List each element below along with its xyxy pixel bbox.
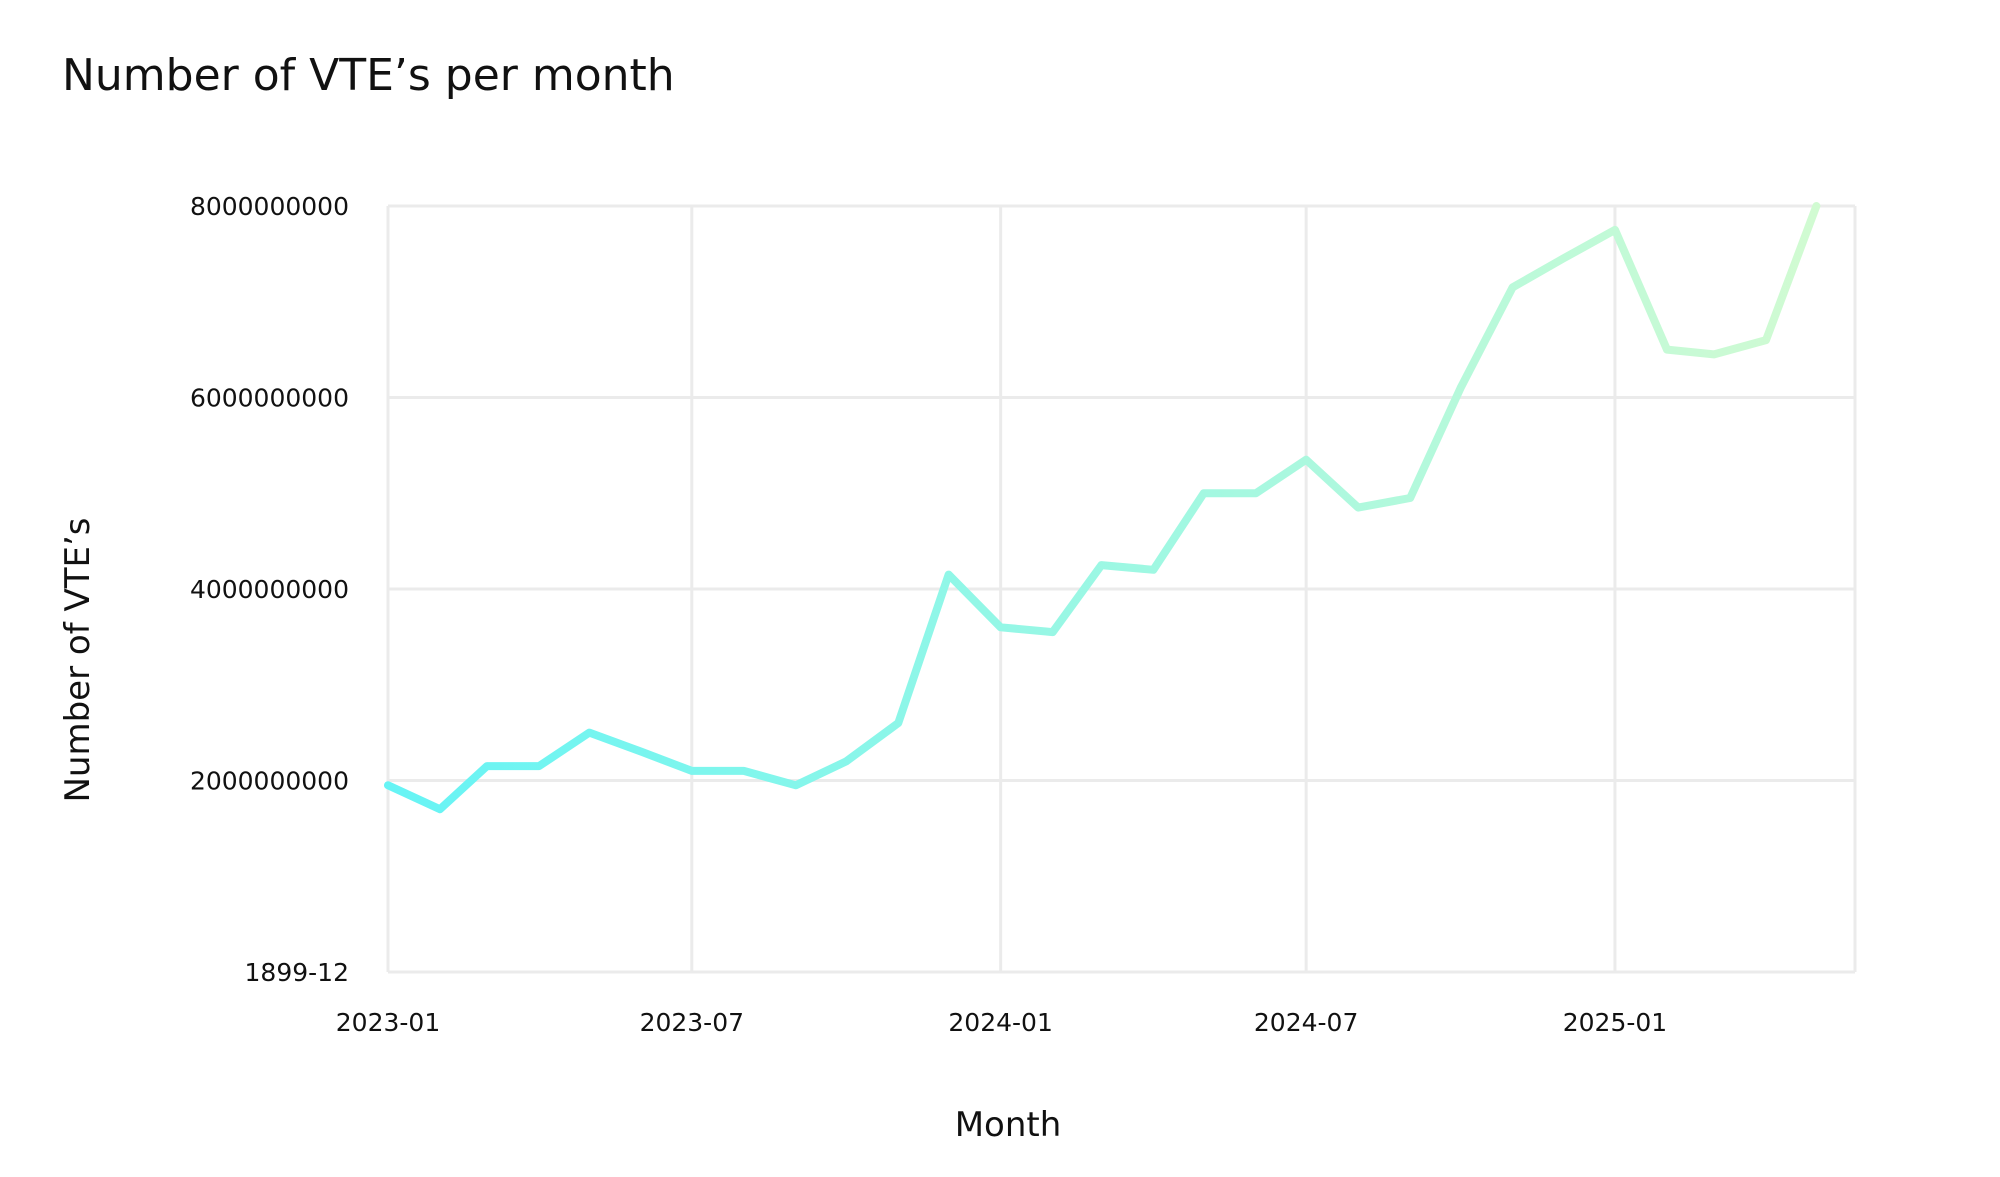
grid bbox=[386, 204, 1857, 974]
x-tick-label: 2024-07 bbox=[1254, 1008, 1358, 1037]
x-axis-ticks: 2023-01 2023-07 2024-01 2024-07 2025-01 bbox=[336, 1008, 1667, 1037]
series-line bbox=[384, 202, 1821, 814]
x-tick-label: 2024-01 bbox=[948, 1008, 1052, 1037]
x-tick-label: 2023-01 bbox=[336, 1008, 440, 1037]
series-layer bbox=[384, 202, 1821, 814]
x-tick-label: 2025-01 bbox=[1563, 1008, 1667, 1037]
y-tick-label: 4000000000 bbox=[190, 575, 349, 604]
y-tick-label: 1899-12 bbox=[245, 958, 349, 987]
y-tick-label: 8000000000 bbox=[190, 192, 349, 221]
chart-title: Number of VTE’s per month bbox=[62, 50, 675, 101]
y-tick-label: 6000000000 bbox=[190, 384, 349, 413]
x-axis-title: Month bbox=[955, 1105, 1062, 1145]
x-tick-label: 2023-07 bbox=[640, 1008, 744, 1037]
y-axis-title: Number of VTE’s bbox=[58, 518, 98, 803]
y-axis-ticks: 1899-12 2000000000 4000000000 6000000000 800… bbox=[190, 192, 349, 987]
y-tick-label: 2000000000 bbox=[190, 767, 349, 796]
